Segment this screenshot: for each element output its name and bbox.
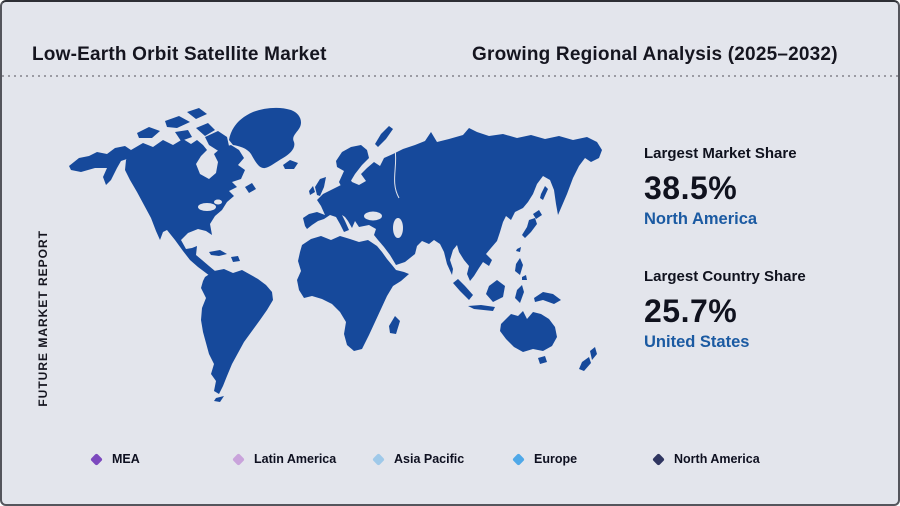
region-tierra-del-fuego	[214, 396, 224, 402]
great-lakes	[214, 199, 222, 205]
region-baffin	[205, 131, 229, 152]
region-uk	[315, 177, 326, 196]
region-scandinavia	[336, 145, 369, 190]
dotted-divider	[2, 75, 898, 77]
region-japan	[522, 218, 537, 238]
legend-label: Latin America	[254, 452, 337, 466]
region-africa	[297, 236, 409, 351]
page-title: Low-Earth Orbit Satellite Market	[32, 44, 327, 65]
legend-item-north-america: North America	[652, 450, 760, 468]
diamond-icon	[512, 452, 525, 466]
arctic-island	[165, 116, 190, 128]
region-sakhalin	[540, 186, 548, 200]
region-caribbean	[209, 250, 227, 256]
stat-country-share: Largest Country Share 25.7% United State…	[644, 268, 889, 352]
region-alaska	[69, 146, 131, 185]
region-madagascar	[389, 316, 400, 334]
region-caribbean	[231, 256, 240, 262]
stat-region: United States	[644, 333, 750, 351]
region-sumatra	[453, 279, 473, 300]
brand-vertical-label: FUTURE MARKET REPORT	[36, 230, 50, 407]
region-new-zealand	[579, 357, 591, 371]
stat-label: Largest Country Share	[644, 268, 806, 285]
region-newfoundland	[245, 183, 256, 193]
region-new-guinea	[534, 292, 561, 304]
region-north-america	[125, 139, 245, 279]
diamond-icon	[652, 452, 665, 466]
legend-item-asia-pacific: Asia Pacific	[372, 450, 465, 468]
region-iceland	[283, 160, 298, 169]
region-taiwan	[516, 247, 521, 252]
diamond-icon	[232, 452, 245, 466]
region-greenland	[229, 107, 301, 169]
arctic-island	[175, 130, 192, 141]
legend-label: North America	[674, 452, 760, 466]
region-philippines	[515, 258, 523, 275]
stat-region: North America	[644, 210, 758, 228]
region-ireland	[309, 186, 315, 195]
legend-item-mea: MEA	[90, 450, 140, 468]
legend-label: Asia Pacific	[394, 452, 465, 466]
diamond-icon	[90, 452, 103, 466]
region-java	[468, 305, 495, 311]
region-south-america	[201, 269, 273, 394]
region-tasmania	[538, 356, 547, 364]
page-subtitle: Growing Regional Analysis (2025–2032)	[472, 44, 838, 65]
region-new-zealand	[590, 347, 597, 360]
caspian-sea	[393, 218, 403, 238]
region-philippines	[522, 275, 527, 280]
legend-item-europe: Europe	[512, 450, 578, 468]
legend-label: Europe	[534, 452, 578, 466]
region-australia	[500, 311, 557, 352]
stat-market-share: Largest Market Share 38.5% North America	[644, 145, 889, 229]
world-map	[69, 107, 602, 402]
region-japan	[533, 210, 542, 219]
stat-value: 38.5%	[644, 170, 738, 206]
region-borneo	[486, 280, 505, 302]
great-lakes	[198, 203, 216, 211]
arctic-island	[196, 123, 215, 136]
region-novaya-zemlya	[375, 126, 393, 147]
arctic-island	[137, 127, 160, 138]
legend-item-latin-america: Latin America	[232, 450, 337, 468]
stat-value: 25.7%	[644, 293, 738, 329]
country-border-line	[394, 149, 400, 199]
region-sulawesi	[515, 285, 524, 303]
diamond-icon	[372, 452, 385, 466]
legend: MEA Latin America Asia Pacific Europe No…	[2, 450, 898, 470]
arctic-island	[187, 108, 207, 119]
stat-label: Largest Market Share	[644, 145, 797, 162]
stats-panel: Largest Market Share 38.5% North America…	[644, 145, 889, 352]
legend-label: MEA	[112, 452, 140, 466]
region-eurasia	[303, 128, 602, 281]
black-sea	[364, 211, 382, 221]
